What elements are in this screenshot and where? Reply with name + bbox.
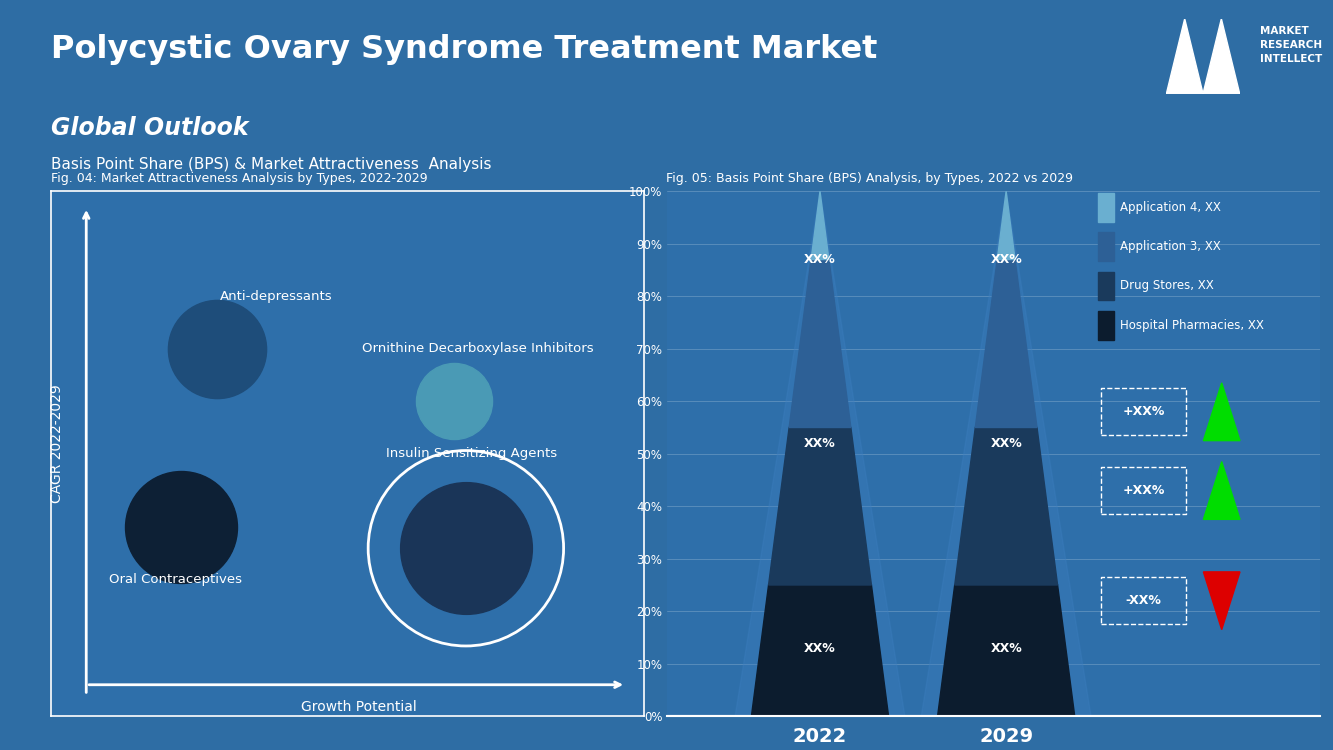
Text: XX%: XX% [990, 253, 1022, 266]
Polygon shape [976, 260, 1037, 428]
Text: Fig. 05: Basis Point Share (BPS) Analysis, by Types, 2022 vs 2029: Fig. 05: Basis Point Share (BPS) Analysi… [666, 172, 1073, 184]
Polygon shape [997, 191, 1014, 260]
Text: Hospital Pharmacies, XX: Hospital Pharmacies, XX [1121, 319, 1264, 332]
Point [444, 395, 465, 407]
Polygon shape [769, 427, 872, 585]
Polygon shape [1204, 461, 1240, 519]
Polygon shape [1204, 382, 1240, 441]
Text: XX%: XX% [990, 641, 1022, 655]
Polygon shape [954, 427, 1057, 585]
Polygon shape [937, 585, 1074, 716]
Polygon shape [734, 191, 905, 716]
Text: Application 3, XX: Application 3, XX [1121, 240, 1221, 253]
Text: -XX%: -XX% [1125, 594, 1161, 608]
Text: Application 4, XX: Application 4, XX [1121, 200, 1221, 214]
Polygon shape [1204, 572, 1240, 630]
Text: Insulin Sensitizing Agents: Insulin Sensitizing Agents [387, 447, 557, 460]
Text: +XX%: +XX% [1122, 405, 1165, 418]
Point [171, 521, 192, 533]
Bar [1097, 232, 1114, 261]
Text: XX%: XX% [804, 641, 836, 655]
Text: Global Outlook: Global Outlook [51, 116, 248, 140]
Polygon shape [810, 191, 829, 260]
Text: MARKET
RESEARCH
INTELLECT: MARKET RESEARCH INTELLECT [1260, 26, 1322, 64]
Text: XX%: XX% [990, 436, 1022, 450]
Text: Ornithine Decarboxylase Inhibitors: Ornithine Decarboxylase Inhibitors [363, 342, 593, 355]
Text: Basis Point Share (BPS) & Market Attractiveness  Analysis: Basis Point Share (BPS) & Market Attract… [51, 158, 491, 172]
Text: Growth Potential: Growth Potential [301, 700, 417, 714]
Text: Anti-depressants: Anti-depressants [220, 290, 332, 303]
Polygon shape [1204, 19, 1240, 94]
Text: XX%: XX% [804, 253, 836, 266]
Text: Polycystic Ovary Syndrome Treatment Market: Polycystic Ovary Syndrome Treatment Mark… [51, 34, 877, 64]
Text: Drug Stores, XX: Drug Stores, XX [1121, 279, 1214, 292]
Text: CAGR 2022-2029: CAGR 2022-2029 [49, 384, 64, 502]
Bar [1097, 193, 1114, 222]
Text: Oral Contraceptives: Oral Contraceptives [109, 573, 241, 586]
Point [455, 542, 476, 554]
Text: XX%: XX% [804, 436, 836, 450]
Polygon shape [1166, 19, 1204, 94]
Text: Fig. 04: Market Attractiveness Analysis by Types, 2022-2029: Fig. 04: Market Attractiveness Analysis … [51, 172, 428, 184]
Point [455, 542, 476, 554]
Bar [1097, 272, 1114, 301]
Bar [1097, 311, 1114, 340]
Text: +XX%: +XX% [1122, 484, 1165, 497]
Polygon shape [752, 585, 889, 716]
Polygon shape [789, 260, 850, 428]
Point [207, 343, 228, 355]
Polygon shape [921, 191, 1092, 716]
